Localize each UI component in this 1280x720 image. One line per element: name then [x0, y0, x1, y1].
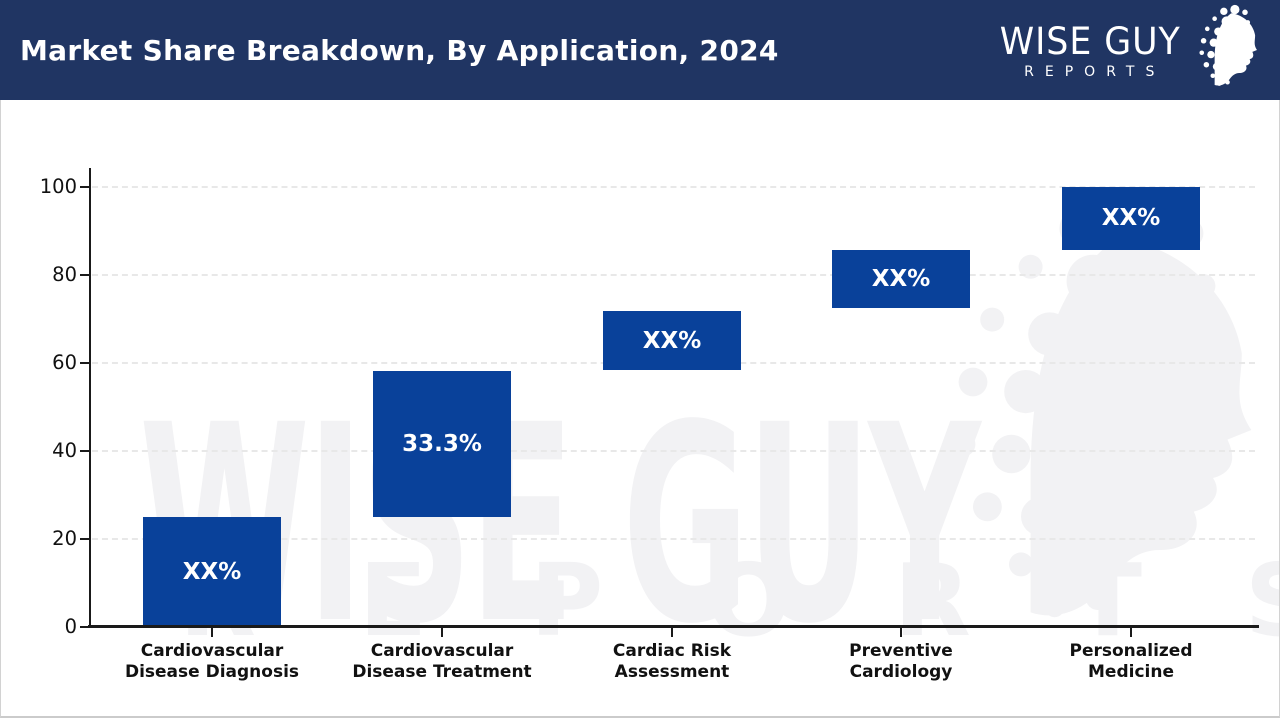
- x-category-label: Cardiac Risk Assessment: [550, 641, 794, 683]
- x-category-label: Preventive Cardiology: [779, 641, 1023, 683]
- x-axis-line: [88, 625, 1259, 628]
- gridline: [92, 538, 1255, 540]
- bar-value-label: XX%: [642, 327, 702, 354]
- x-category-label-line: Disease Treatment: [352, 662, 532, 682]
- x-category-label: Personalized Medicine: [1009, 641, 1253, 683]
- bar-value-label: XX%: [1101, 205, 1161, 232]
- y-axis-tick-label: 0: [64, 615, 77, 638]
- y-axis-tick-label: 100: [39, 175, 77, 198]
- x-axis-tick: [211, 628, 213, 637]
- brand-logo: WISE GUY REPORTS: [994, 0, 1270, 100]
- gridline: [92, 274, 1255, 276]
- y-axis-tick-label: 40: [52, 439, 77, 462]
- brand-subtitle: REPORTS: [1024, 64, 1166, 80]
- y-axis-line: [89, 168, 91, 627]
- x-category-label-line: Personalized: [1069, 641, 1193, 661]
- x-category-label: Cardiovascular Disease Treatment: [320, 641, 564, 683]
- y-axis-tick: [80, 186, 89, 188]
- x-category-label-line: Assessment: [614, 662, 730, 682]
- header-bar: Market Share Breakdown, By Application, …: [0, 0, 1280, 100]
- gridline: [92, 186, 1255, 188]
- chart-canvas: WISE GUY R E P O R T S 0 20 40 60 80 100 XX% Ca…: [0, 100, 1280, 718]
- x-axis-tick: [1130, 628, 1132, 637]
- y-axis-tick-label: 60: [52, 351, 77, 374]
- y-axis-tick-label: 20: [52, 527, 77, 550]
- x-category-label-line: Medicine: [1088, 662, 1174, 682]
- bar-value-label: 33.3%: [402, 430, 482, 457]
- waterfall-bar: 33.3%: [373, 370, 511, 517]
- waterfall-bar: XX%: [832, 249, 970, 308]
- x-axis-tick: [441, 628, 443, 637]
- y-axis-tick: [80, 450, 89, 452]
- waterfall-bar: XX%: [603, 311, 741, 371]
- x-category-label-line: Preventive: [849, 641, 953, 661]
- x-axis-tick: [900, 628, 902, 637]
- y-axis-tick: [80, 274, 89, 276]
- x-category-label-line: Disease Diagnosis: [124, 662, 300, 682]
- y-axis-tick: [80, 362, 89, 364]
- gridline: [92, 450, 1255, 452]
- brand-logo-text: WISE GUY REPORTS: [994, 20, 1186, 80]
- x-category-label-line: Cardiovascular: [140, 641, 284, 661]
- waterfall-bar: XX%: [143, 517, 281, 627]
- x-category-label: Cardiovascular Disease Diagnosis: [90, 641, 334, 683]
- x-category-label-line: Cardiovascular: [370, 641, 514, 661]
- brand-name: WISE GUY: [999, 20, 1181, 63]
- x-axis-tick: [671, 628, 673, 637]
- bar-value-label: XX%: [182, 559, 242, 585]
- wise-guy-face-icon: [1199, 4, 1257, 86]
- page-title: Market Share Breakdown, By Application, …: [20, 33, 779, 67]
- plot-area: 0 20 40 60 80 100 XX% Cardiovascular Disease Dia…: [1, 100, 1279, 716]
- y-axis-tick: [80, 538, 89, 540]
- y-axis-tick-label: 80: [52, 263, 77, 286]
- x-category-label-line: Cardiac Risk: [612, 641, 732, 661]
- waterfall-bar: XX%: [1062, 187, 1200, 250]
- bar-value-label: XX%: [871, 265, 931, 292]
- x-category-label-line: Cardiology: [849, 662, 953, 682]
- y-axis-tick: [80, 626, 89, 628]
